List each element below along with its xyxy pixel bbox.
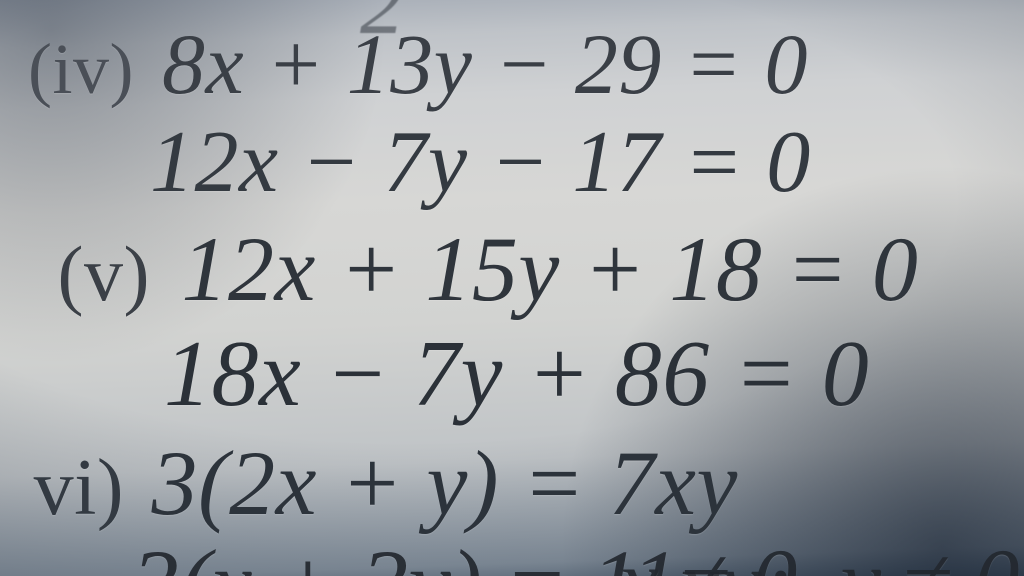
problem-vi-line1: vi) 3(2x + y) = 7xy	[0, 430, 738, 536]
problem-number-v: (v)	[22, 229, 158, 319]
problem-iv-line2: 12x − 7y − 17 = 0	[150, 112, 811, 213]
problem-v-line2: 18x − 7y + 86 = 0	[164, 320, 869, 428]
problem-v-line1: (v) 12x + 15y + 18 = 0	[22, 216, 918, 322]
problem-iv-line1: (iv) 8x + 13y − 29 = 0	[0, 14, 808, 114]
equation-iv-b: 12x − 7y − 17 = 0	[150, 112, 811, 213]
problem-number-vi: vi)	[0, 443, 128, 534]
equation-v-a: 12x + 15y + 18 = 0	[182, 216, 919, 322]
equation-vi-cond: x ≠ 0, y ≠ 0	[618, 528, 1019, 576]
page-photo: 2 (iv) 8x + 13y − 29 = 0 12x − 7y − 17 =…	[0, 0, 1024, 576]
equation-v-b: 18x − 7y + 86 = 0	[164, 320, 869, 428]
equation-vi-a: 3(2x + y) = 7xy	[152, 430, 738, 536]
equation-iv-a: 8x + 13y − 29 = 0	[162, 14, 808, 114]
problem-number-iv: (iv)	[0, 28, 140, 111]
problem-vi-condition: x ≠ 0, y ≠ 0	[618, 528, 1019, 576]
